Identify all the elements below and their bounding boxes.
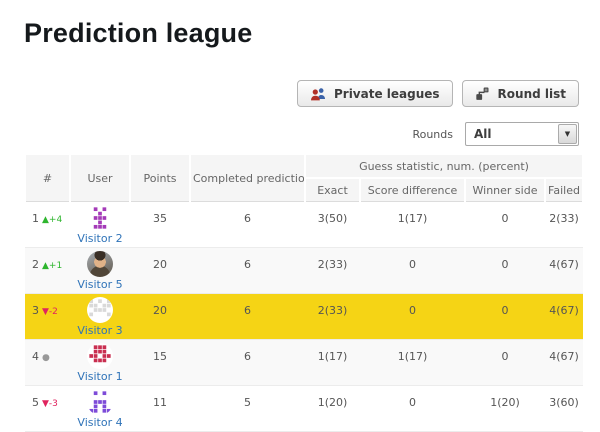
rank-number: 4 [32, 350, 39, 363]
toolbar: Private leagues Round list [24, 80, 579, 107]
exact-cell: 2(33) [317, 304, 348, 317]
completed-cell: 6 [244, 212, 251, 225]
user-avatar-identicon [87, 343, 113, 369]
user-link[interactable]: Visitor 1 [77, 370, 123, 383]
users-icon [310, 86, 326, 101]
rank-number: 2 [32, 258, 39, 271]
rank-number: 5 [32, 396, 39, 409]
leaderboard-body: 1 ▲+4 Visitor 2 35 6 3(50) 1(17) 0 2(33) … [25, 202, 584, 432]
exact-cell: 3(50) [317, 212, 348, 225]
points-cell: 11 [153, 396, 167, 409]
table-row: 2 ▲+1 Visitor 5 20 6 2(33) 0 0 4(67) [25, 247, 584, 294]
header-guess-group: Guess statistic, num. (percent) [303, 153, 585, 179]
points-cell: 20 [153, 258, 167, 271]
rounds-select[interactable]: All ▼ [465, 122, 579, 146]
header-rank: # [24, 153, 71, 202]
up-trend-icon: ▲+1 [42, 261, 63, 271]
winner-side-cell: 0 [501, 258, 509, 271]
header-completed: Completed predictions [189, 153, 306, 202]
rounds-select-value: All [474, 127, 492, 141]
exact-cell: 2(33) [317, 258, 348, 271]
round-list-label: Round list [497, 86, 566, 101]
table-header: # User Points Completed predictions Gues… [24, 153, 585, 202]
user-avatar-identicon [87, 389, 113, 415]
rank-cell: 3 ▼-2 [25, 294, 70, 340]
header-winner-side: Winner side [464, 177, 546, 202]
rank-cell: 4 ● [25, 340, 70, 386]
rank-cell: 2 ▲+1 [25, 248, 70, 294]
rank-number: 1 [32, 212, 39, 225]
score-difference-cell: 1(17) [397, 350, 428, 363]
score-difference-cell: 0 [409, 258, 416, 271]
round-list-button[interactable]: Round list [461, 80, 579, 107]
exact-cell: 1(17) [317, 350, 348, 363]
steady-trend-icon: ● [42, 353, 50, 363]
down-trend-icon: ▼-3 [42, 399, 58, 409]
score-difference-cell: 0 [409, 304, 416, 317]
failed-cell: 4(67) [549, 350, 579, 363]
user-link[interactable]: Visitor 3 [77, 324, 123, 337]
user-avatar-identicon [87, 205, 113, 231]
completed-cell: 6 [244, 350, 251, 363]
completed-cell: 5 [244, 396, 251, 409]
table-row: 5 ▼-3 Visitor 4 11 5 1(20) 0 1(20) 3(60) [25, 386, 584, 432]
winner-side-cell: 1(20) [490, 396, 520, 409]
points-cell: 35 [153, 212, 167, 225]
up-trend-icon: ▲+4 [42, 215, 63, 225]
completed-cell: 6 [244, 258, 251, 271]
user-cell: Visitor 3 [70, 294, 130, 340]
winner-side-cell: 0 [501, 350, 509, 363]
user-avatar-photo [87, 251, 113, 277]
rank-cell: 5 ▼-3 [25, 386, 70, 432]
private-leagues-button[interactable]: Private leagues [296, 80, 453, 107]
user-cell: Visitor 4 [70, 386, 130, 432]
user-link[interactable]: Visitor 2 [77, 232, 123, 245]
exact-cell: 1(20) [317, 396, 348, 409]
user-cell: Visitor 2 [70, 202, 130, 248]
user-link[interactable]: Visitor 5 [77, 278, 123, 291]
points-cell: 20 [153, 304, 167, 317]
winner-side-cell: 0 [501, 212, 509, 225]
header-user: User [69, 153, 131, 202]
down-trend-icon: ▼-2 [42, 307, 58, 317]
private-leagues-label: Private leagues [333, 86, 440, 101]
header-failed: Failed [543, 177, 585, 202]
header-exact: Exact [304, 177, 361, 202]
rounds-label: Rounds [412, 127, 453, 141]
header-points: Points [129, 153, 191, 202]
completed-cell: 6 [244, 304, 251, 317]
failed-cell: 2(33) [549, 212, 579, 225]
winner-side-cell: 0 [501, 304, 509, 317]
rounds-filter: Rounds All ▼ [24, 122, 579, 146]
score-difference-cell: 0 [409, 396, 416, 409]
failed-cell: 4(67) [549, 258, 579, 271]
failed-cell: 4(67) [549, 304, 579, 317]
dropdown-arrow-icon[interactable]: ▼ [558, 124, 577, 144]
points-cell: 15 [153, 350, 167, 363]
rank-number: 3 [32, 304, 39, 317]
score-difference-cell: 1(17) [397, 212, 428, 225]
user-avatar-identicon [87, 297, 113, 323]
failed-cell: 3(60) [549, 396, 579, 409]
table-row: 4 ● Visitor 1 15 6 1(17) 1(17) 0 4(67) [25, 339, 584, 386]
header-score-difference: Score difference [359, 177, 466, 202]
user-cell: Visitor 5 [70, 248, 130, 294]
page-title: Prediction league [24, 18, 253, 48]
rank-cell: 1 ▲+4 [25, 202, 70, 248]
route-icon [475, 86, 490, 101]
table-row: 3 ▼-2 Visitor 3 20 6 2(33) 0 0 4(67) [25, 293, 584, 340]
table-row: 1 ▲+4 Visitor 2 35 6 3(50) 1(17) 0 2(33) [25, 202, 584, 248]
leaderboard-table: # User Points Completed predictions Gues… [24, 153, 585, 432]
user-cell: Visitor 1 [70, 340, 130, 386]
